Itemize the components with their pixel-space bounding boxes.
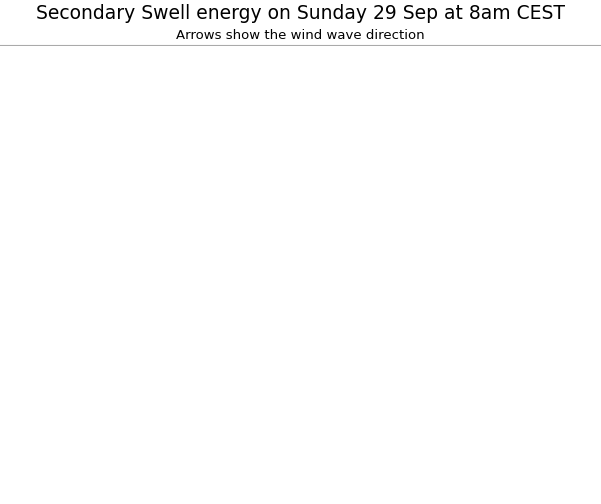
- Text: cartopy required: cartopy required: [231, 266, 370, 284]
- Text: Arrows show the wind wave direction: Arrows show the wind wave direction: [176, 29, 425, 42]
- Text: Secondary Swell energy on Sunday 29 Sep at 8am CEST: Secondary Swell energy on Sunday 29 Sep …: [36, 5, 565, 23]
